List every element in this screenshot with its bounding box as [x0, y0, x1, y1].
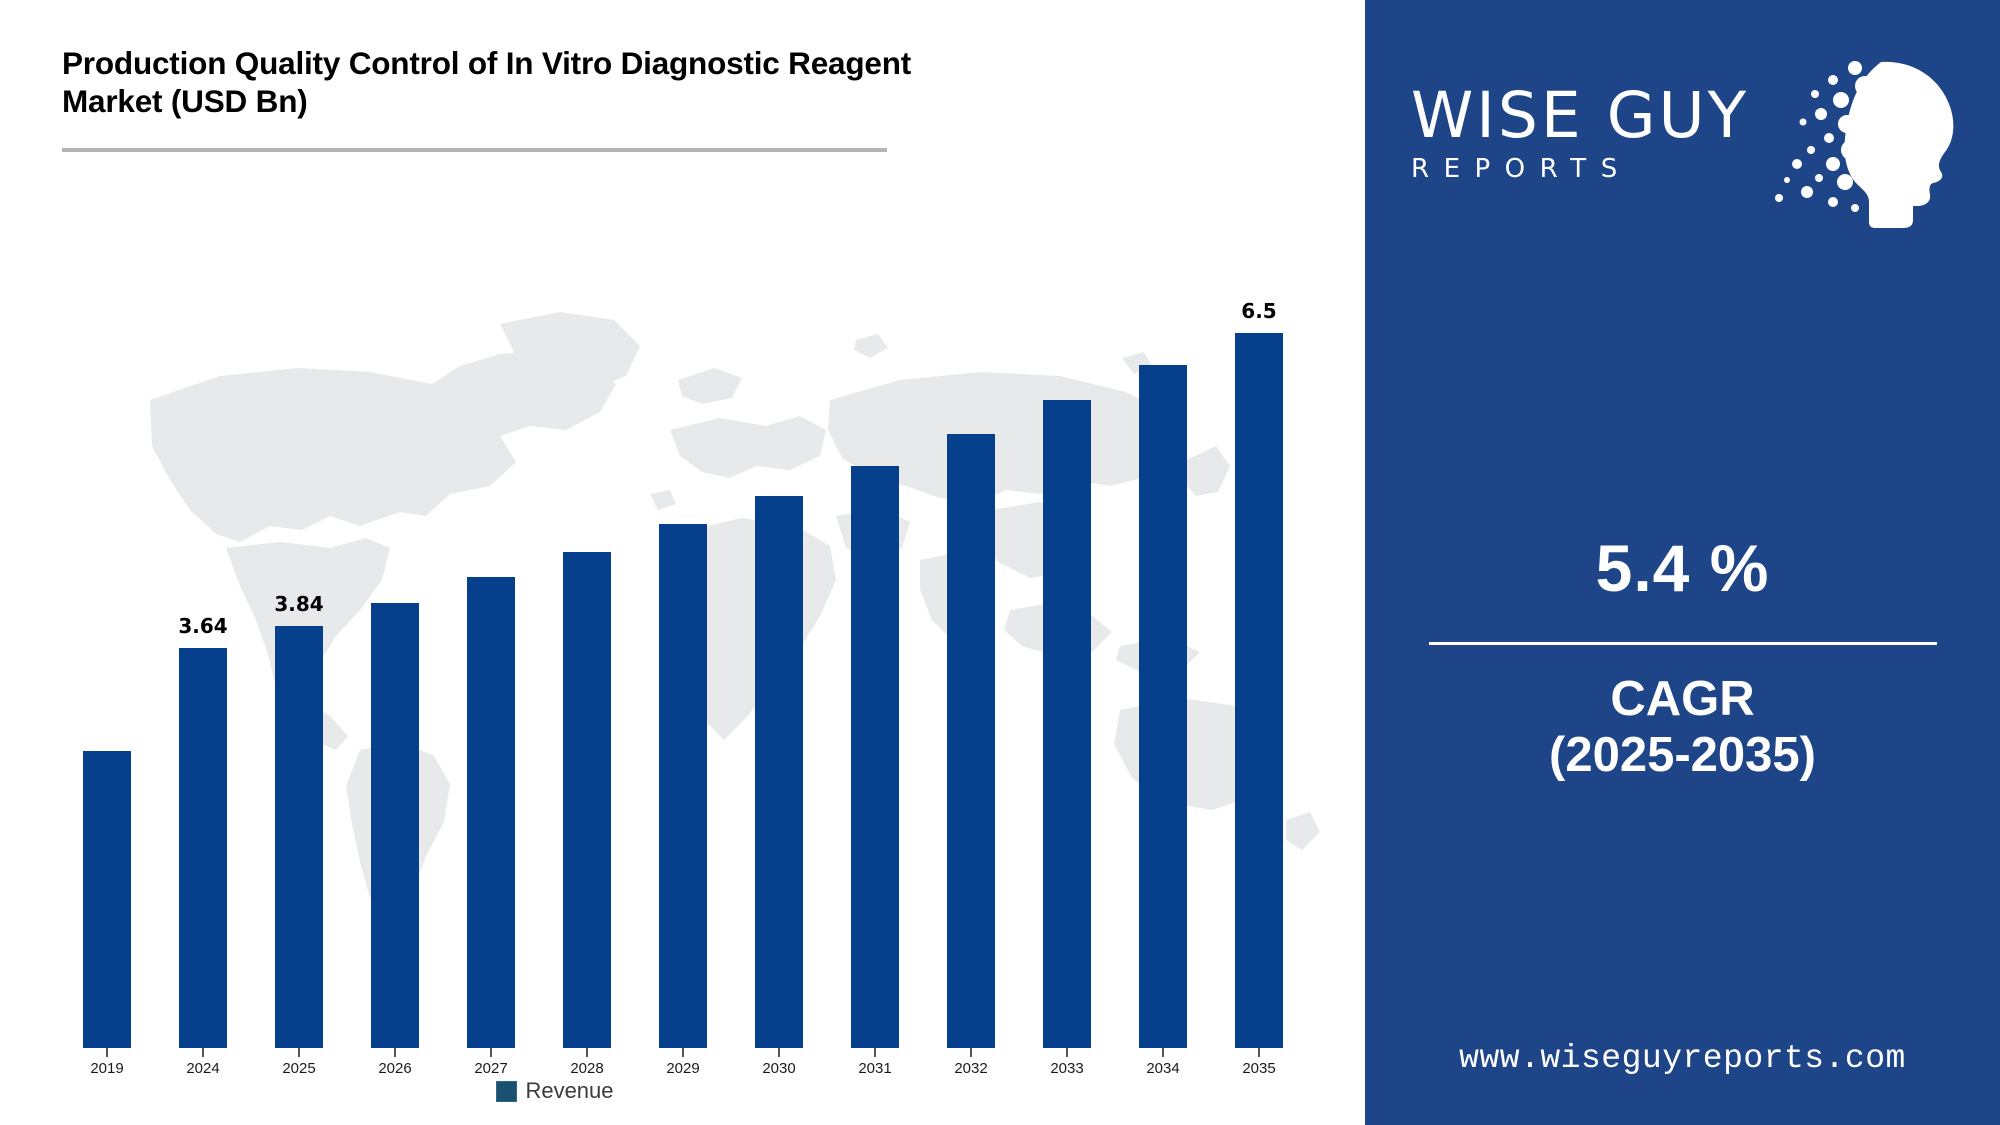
- bar[interactable]: [275, 625, 323, 1048]
- x-axis-label-2019: 2019: [90, 1060, 124, 1077]
- cagr-divider: [1428, 642, 1937, 645]
- axis-tick: [394, 1048, 396, 1057]
- bar[interactable]: [1235, 333, 1283, 1048]
- bar-group-2019: 2019: [70, 180, 166, 1077]
- x-axis-label-2034: 2034: [1146, 1060, 1180, 1077]
- axis-tick: [490, 1048, 492, 1057]
- axis-tick: [1258, 1048, 1260, 1057]
- bar-group-2030: 2030: [742, 180, 838, 1077]
- logo-sub-text: REPORTS: [1411, 154, 1632, 184]
- bar[interactable]: [851, 466, 899, 1048]
- bar[interactable]: [467, 577, 515, 1048]
- x-axis-label-2028: 2028: [570, 1060, 604, 1077]
- bar-group-2035: 6.5 2035: [1222, 180, 1318, 1077]
- axis-tick: [1162, 1048, 1164, 1057]
- x-axis-label-2032: 2032: [954, 1060, 988, 1077]
- bar[interactable]: [563, 551, 611, 1048]
- plot-area: 2019 3.64 2024 3.84 2025 2026 2027 2028 2029 2030…: [0, 180, 1365, 1077]
- bar[interactable]: [947, 434, 995, 1048]
- bar[interactable]: [659, 524, 707, 1048]
- title-divider: [62, 148, 887, 152]
- bar-group-2033: 2033: [1030, 180, 1126, 1077]
- bar-group-2028: 2028: [550, 180, 646, 1077]
- x-axis-label-2031: 2031: [858, 1060, 892, 1077]
- cagr-block: 5.4 % CAGR (2025-2035): [1365, 530, 2000, 784]
- axis-tick: [874, 1048, 876, 1057]
- logo-main-text: WISE GUY: [1411, 79, 1750, 152]
- bar-value-label: 6.5: [1241, 299, 1277, 323]
- page-title: Production Quality Control of In Vitro D…: [62, 45, 912, 120]
- bar-group-2025: 3.84 2025: [262, 180, 358, 1077]
- axis-tick: [586, 1048, 588, 1057]
- cagr-value: 5.4 %: [1595, 531, 1770, 605]
- x-axis-label-2033: 2033: [1050, 1060, 1084, 1077]
- bar-value-label: 3.84: [274, 591, 324, 616]
- x-axis-label-2035: 2035: [1242, 1060, 1276, 1077]
- cagr-caption: CAGR (2025-2035): [1549, 672, 1816, 783]
- axis-tick: [1066, 1048, 1068, 1057]
- x-axis-label-2025: 2025: [282, 1060, 316, 1077]
- bar-series: 2019 3.64 2024 3.84 2025 2026 2027 2028 2029 2030…: [0, 180, 1365, 1077]
- bar-group-2024: 3.64 2024: [166, 180, 262, 1077]
- bar-group-2029: 2029: [646, 180, 742, 1077]
- bar[interactable]: [179, 647, 227, 1048]
- bar-value-label: 3.64: [178, 613, 228, 638]
- bar-group-2026: 2026: [358, 180, 454, 1077]
- axis-tick: [106, 1048, 108, 1057]
- bar-group-2031: 2031: [838, 180, 934, 1077]
- legend: Revenue: [0, 1078, 1110, 1104]
- bar[interactable]: [83, 751, 131, 1048]
- bar[interactable]: [1043, 400, 1091, 1048]
- bar-group-2027: 2027: [454, 180, 550, 1077]
- website-url[interactable]: www.wiseguyreports.com: [1459, 1040, 1906, 1077]
- bar[interactable]: [755, 495, 803, 1048]
- logo-wordmark: WISE GUY REPORTS: [1411, 84, 1801, 184]
- x-axis-label-2026: 2026: [378, 1060, 412, 1077]
- bar-group-2034: 2034: [1126, 180, 1222, 1077]
- bar-group-2032: 2032: [934, 180, 1030, 1077]
- legend-label-revenue: Revenue: [525, 1078, 614, 1103]
- axis-tick: [202, 1048, 204, 1057]
- legend-swatch-revenue: [496, 1080, 518, 1102]
- brand-logo[interactable]: WISE GUY REPORTS: [1393, 58, 1973, 228]
- bar[interactable]: [1139, 364, 1187, 1048]
- dotted-head-profile-icon: [1763, 52, 1973, 232]
- axis-tick: [970, 1048, 972, 1057]
- x-axis-label-2027: 2027: [474, 1060, 508, 1077]
- axis-tick: [682, 1048, 684, 1057]
- x-axis-label-2030: 2030: [762, 1060, 796, 1077]
- axis-tick: [298, 1048, 300, 1057]
- bar[interactable]: [371, 602, 419, 1048]
- axis-tick: [778, 1048, 780, 1057]
- x-axis-label-2024: 2024: [186, 1060, 220, 1077]
- brand-panel: WISE GUY REPORTS: [1365, 0, 2000, 1125]
- x-axis-label-2029: 2029: [666, 1060, 700, 1077]
- chart-pane: Production Quality Control of In Vitro D…: [0, 45, 1365, 1104]
